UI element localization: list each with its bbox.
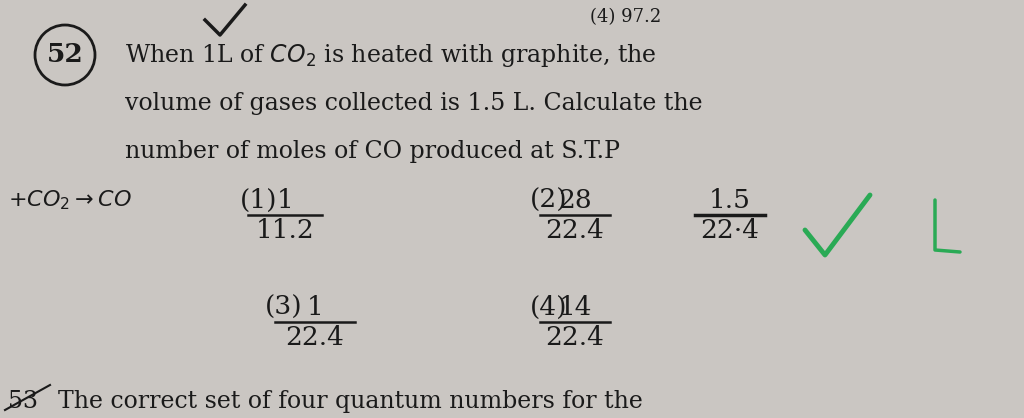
Text: volume of gases collected is 1.5 L. Calculate the: volume of gases collected is 1.5 L. Calc…: [125, 92, 702, 115]
Text: 52: 52: [47, 43, 83, 67]
Text: 22·4: 22·4: [700, 218, 760, 243]
Text: 1.5: 1.5: [709, 188, 751, 213]
Text: The correct set of four quantum numbers for the: The correct set of four quantum numbers …: [58, 390, 643, 413]
Text: 1: 1: [276, 188, 293, 213]
Text: number of moles of CO produced at S.T.P: number of moles of CO produced at S.T.P: [125, 140, 620, 163]
Text: 14: 14: [558, 295, 592, 320]
Text: $+CO_2 \rightarrow CO$: $+CO_2 \rightarrow CO$: [8, 188, 132, 212]
Text: (2): (2): [530, 188, 567, 213]
Text: 22.4: 22.4: [286, 325, 344, 350]
Text: 53: 53: [8, 390, 38, 413]
Text: (3): (3): [265, 295, 303, 320]
Text: 11.2: 11.2: [256, 218, 314, 243]
Text: 22.4: 22.4: [546, 325, 604, 350]
Text: 22.4: 22.4: [546, 218, 604, 243]
Text: 1: 1: [306, 295, 324, 320]
Text: (4) 97.2: (4) 97.2: [590, 8, 662, 26]
Text: When 1L of $CO_2$ is heated with graphite, the: When 1L of $CO_2$ is heated with graphit…: [125, 42, 656, 69]
Text: (1): (1): [240, 188, 278, 213]
Text: 28: 28: [558, 188, 592, 213]
Text: (4): (4): [530, 295, 567, 320]
